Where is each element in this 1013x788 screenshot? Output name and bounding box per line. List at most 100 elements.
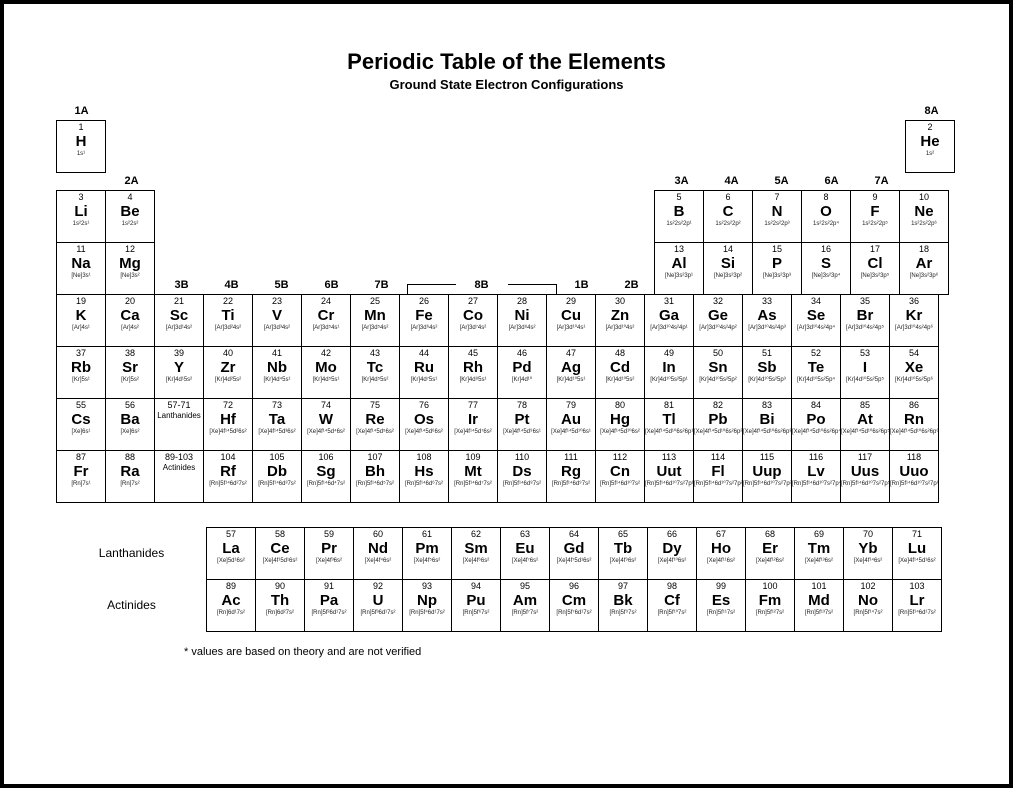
- atomic-number: 3: [57, 192, 105, 203]
- electron-config: [Rn]5f⁹7s²: [599, 609, 647, 617]
- page-title: Periodic Table of the Elements: [34, 49, 979, 75]
- element-symbol: Al: [655, 255, 703, 272]
- atomic-number: 110: [498, 452, 546, 463]
- element-cell: 81Tl[Xe]4f¹⁴5d¹⁰6s²6p¹: [644, 398, 694, 451]
- atomic-number: 109: [449, 452, 497, 463]
- lanthanide-row: Lanthanides 57La[Xe]5d¹6s²58Ce[Xe]4f¹5d¹…: [57, 527, 957, 579]
- electron-config: [Ne]3s²3p⁶: [900, 272, 948, 280]
- element-cell: 17Cl[Ne]3s²3p⁵: [850, 242, 900, 295]
- element-symbol: Uut: [645, 463, 693, 480]
- element-symbol: Sb: [743, 359, 791, 376]
- electron-config: 1s²2s²2p⁶: [900, 220, 948, 228]
- electron-config: [Ar]4s¹: [57, 324, 105, 332]
- element-cell: 42Mo[Kr]4d⁵5s¹: [301, 346, 351, 399]
- electron-config: [Ar]3d⁷4s²: [449, 324, 497, 332]
- element-cell: 57La[Xe]5d¹6s²: [206, 527, 256, 580]
- atomic-number: 112: [596, 452, 644, 463]
- electron-config: [Rn]6d¹7s²: [207, 609, 255, 617]
- atomic-number: 13: [655, 244, 703, 255]
- element-symbol: La: [207, 540, 255, 557]
- element-symbol: Sn: [694, 359, 742, 376]
- electron-config: [Ar]3d¹⁰4s²: [596, 324, 644, 332]
- element-cell: 94Pu[Rn]5f⁶7s²: [451, 579, 501, 632]
- electron-config: [Xe]4f¹⁴5d¹⁰6s¹: [547, 428, 595, 436]
- element-cell: 56Ba[Xe]6s²: [105, 398, 155, 451]
- element-symbol: S: [802, 255, 850, 272]
- element-cell: 18Ar[Ne]3s²3p⁶: [899, 242, 949, 295]
- element-cell: 61Pm[Xe]4f⁵6s²: [402, 527, 452, 580]
- element-cell: 107Bh[Rn]5f¹⁴6d⁵7s²: [350, 450, 400, 503]
- element-symbol: U: [354, 592, 402, 609]
- period-row: 1H1s¹2He1s²: [57, 120, 957, 172]
- element-cell: 55Cs[Xe]6s¹: [56, 398, 106, 451]
- element-cell: 68Er[Xe]4f¹²6s²: [745, 527, 795, 580]
- electron-config: [Ar]4s²: [106, 324, 154, 332]
- element-cell: 22Ti[Ar]3d²4s²: [203, 294, 253, 347]
- atomic-number: 1: [57, 122, 105, 133]
- atomic-number: 69: [795, 529, 843, 540]
- element-symbol: Eu: [501, 540, 549, 557]
- electron-config: [Xe]4f¹⁴5d¹⁰6s²6p⁵: [841, 428, 889, 436]
- element-symbol: Ta: [253, 411, 301, 428]
- element-symbol: Yb: [844, 540, 892, 557]
- element-cell: 89-103Actinides: [154, 450, 204, 503]
- atomic-number: 78: [498, 400, 546, 411]
- element-cell: 97Bk[Rn]5f⁹7s²: [598, 579, 648, 632]
- element-cell: 64Gd[Xe]4f⁷5d¹6s²: [549, 527, 599, 580]
- electron-config: [Ar]3d⁵4s²: [351, 324, 399, 332]
- period-row: 11Na[Ne]3s¹12Mg[Ne]3s²13Al[Ne]3s²3p¹14Si…: [57, 242, 957, 294]
- atomic-number: 6: [704, 192, 752, 203]
- element-symbol: Cl: [851, 255, 899, 272]
- element-symbol: K: [57, 307, 105, 324]
- f-block: Lanthanides 57La[Xe]5d¹6s²58Ce[Xe]4f¹5d¹…: [57, 527, 957, 631]
- element-cell: 70Yb[Xe]4f¹⁴6s²: [843, 527, 893, 580]
- element-cell: 41Nb[Kr]4d⁴5s¹: [252, 346, 302, 399]
- atomic-number: 111: [547, 452, 595, 463]
- element-cell: 87Fr[Rn]7s¹: [56, 450, 106, 503]
- element-symbol: Mt: [449, 463, 497, 480]
- element-cell: 72Hf[Xe]4f¹⁴5d²6s²: [203, 398, 253, 451]
- element-cell: 13Al[Ne]3s²3p¹: [654, 242, 704, 295]
- element-symbol: Er: [746, 540, 794, 557]
- element-symbol: Uus: [841, 463, 889, 480]
- electron-config: [Rn]5f¹⁰7s²: [648, 609, 696, 617]
- atomic-number: 55: [57, 400, 105, 411]
- element-cell: 86Rn[Xe]4f¹⁴5d¹⁰6s²6p⁶: [889, 398, 939, 451]
- element-symbol: Cu: [547, 307, 595, 324]
- electron-config: [Kr]4d¹⁰: [498, 376, 546, 384]
- element-symbol: Tm: [795, 540, 843, 557]
- atomic-number: 91: [305, 581, 353, 592]
- atomic-number: 76: [400, 400, 448, 411]
- element-cell: 96Cm[Rn]5f⁷6d¹7s²: [549, 579, 599, 632]
- atomic-number: 75: [351, 400, 399, 411]
- atomic-number: 117: [841, 452, 889, 463]
- element-cell: 103Lr[Rn]5f¹⁴6d¹7s²: [892, 579, 942, 632]
- atomic-number: 41: [253, 348, 301, 359]
- electron-config: [Rn]5f¹⁴6d⁸7s²: [498, 480, 546, 488]
- atomic-number: 70: [844, 529, 892, 540]
- atomic-number: 14: [704, 244, 752, 255]
- electron-config: [Rn]5f⁶7s²: [452, 609, 500, 617]
- group-label: 7A: [857, 172, 907, 190]
- electron-config: 1s¹: [57, 150, 105, 158]
- element-symbol: Y: [155, 359, 203, 376]
- electron-config: [Kr]4d⁵5s²: [351, 376, 399, 384]
- electron-config: [Rn]5f¹⁴6d⁶7s²: [400, 480, 448, 488]
- electron-config: [Ar]3d¹⁰4s²4p²: [694, 324, 742, 332]
- atomic-number: 84: [792, 400, 840, 411]
- electron-config: [Ar]3d¹⁰4s²4p⁴: [792, 324, 840, 332]
- element-symbol: Tl: [645, 411, 693, 428]
- element-symbol: Cd: [596, 359, 644, 376]
- element-symbol: Bk: [599, 592, 647, 609]
- atomic-number: 81: [645, 400, 693, 411]
- element-symbol: Au: [547, 411, 595, 428]
- electron-config: 1s²: [906, 150, 954, 158]
- element-symbol: Ar: [900, 255, 948, 272]
- atomic-number: 71: [893, 529, 941, 540]
- element-cell: 52Te[Kr]4d¹⁰5s²5p⁴: [791, 346, 841, 399]
- element-symbol: Tc: [351, 359, 399, 376]
- element-cell: 49In[Kr]4d¹⁰5s²5p¹: [644, 346, 694, 399]
- atomic-number: 35: [841, 296, 889, 307]
- page-frame: Periodic Table of the Elements Ground St…: [0, 0, 1013, 788]
- actinide-row: Actinides 89Ac[Rn]6d¹7s²90Th[Rn]6d²7s²91…: [57, 579, 957, 631]
